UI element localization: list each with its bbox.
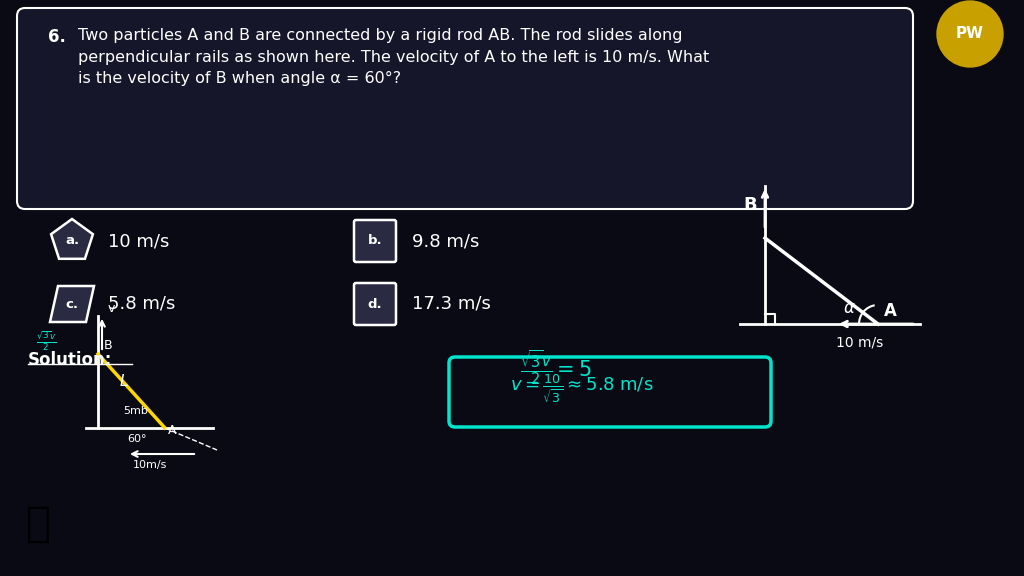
Text: d.: d.	[368, 297, 382, 310]
Text: c.: c.	[66, 297, 79, 310]
Text: 10 m/s: 10 m/s	[836, 336, 884, 350]
Text: $\frac{\sqrt{3}v}{2} = 5$: $\frac{\sqrt{3}v}{2} = 5$	[520, 348, 592, 386]
Text: $\frac{\sqrt{3}v}{2}$: $\frac{\sqrt{3}v}{2}$	[36, 329, 56, 353]
Text: α: α	[844, 299, 855, 317]
Text: a.: a.	[65, 234, 79, 248]
Text: $v = \frac{10}{\sqrt{3}} \approx 5.8$ m/s: $v = \frac{10}{\sqrt{3}} \approx 5.8$ m/…	[510, 373, 653, 406]
Circle shape	[937, 1, 1002, 67]
Polygon shape	[51, 219, 93, 259]
Text: PW: PW	[956, 26, 984, 41]
Text: B: B	[104, 339, 113, 352]
Text: 6.: 6.	[48, 28, 66, 46]
Text: b.: b.	[368, 234, 382, 248]
FancyBboxPatch shape	[17, 8, 913, 209]
Text: 🔥: 🔥	[26, 503, 50, 545]
Text: 60°: 60°	[127, 434, 146, 444]
Text: Two particles A and B are connected by a rigid rod AB. The rod slides along
perp: Two particles A and B are connected by a…	[78, 28, 710, 86]
Text: 9.8 m/s: 9.8 m/s	[412, 232, 479, 250]
Text: 5mb: 5mb	[123, 406, 147, 416]
FancyBboxPatch shape	[354, 283, 396, 325]
Text: L: L	[120, 374, 128, 389]
Text: A: A	[168, 424, 176, 437]
Text: 10m/s: 10m/s	[133, 460, 167, 470]
Text: A: A	[884, 302, 897, 320]
FancyBboxPatch shape	[354, 220, 396, 262]
Text: v: v	[108, 302, 116, 315]
Text: B: B	[743, 196, 757, 214]
Polygon shape	[50, 286, 94, 322]
Text: 5.8 m/s: 5.8 m/s	[108, 295, 175, 313]
Text: 10 m/s: 10 m/s	[108, 232, 169, 250]
Text: Solution:: Solution:	[28, 351, 113, 369]
Text: 17.3 m/s: 17.3 m/s	[412, 295, 490, 313]
